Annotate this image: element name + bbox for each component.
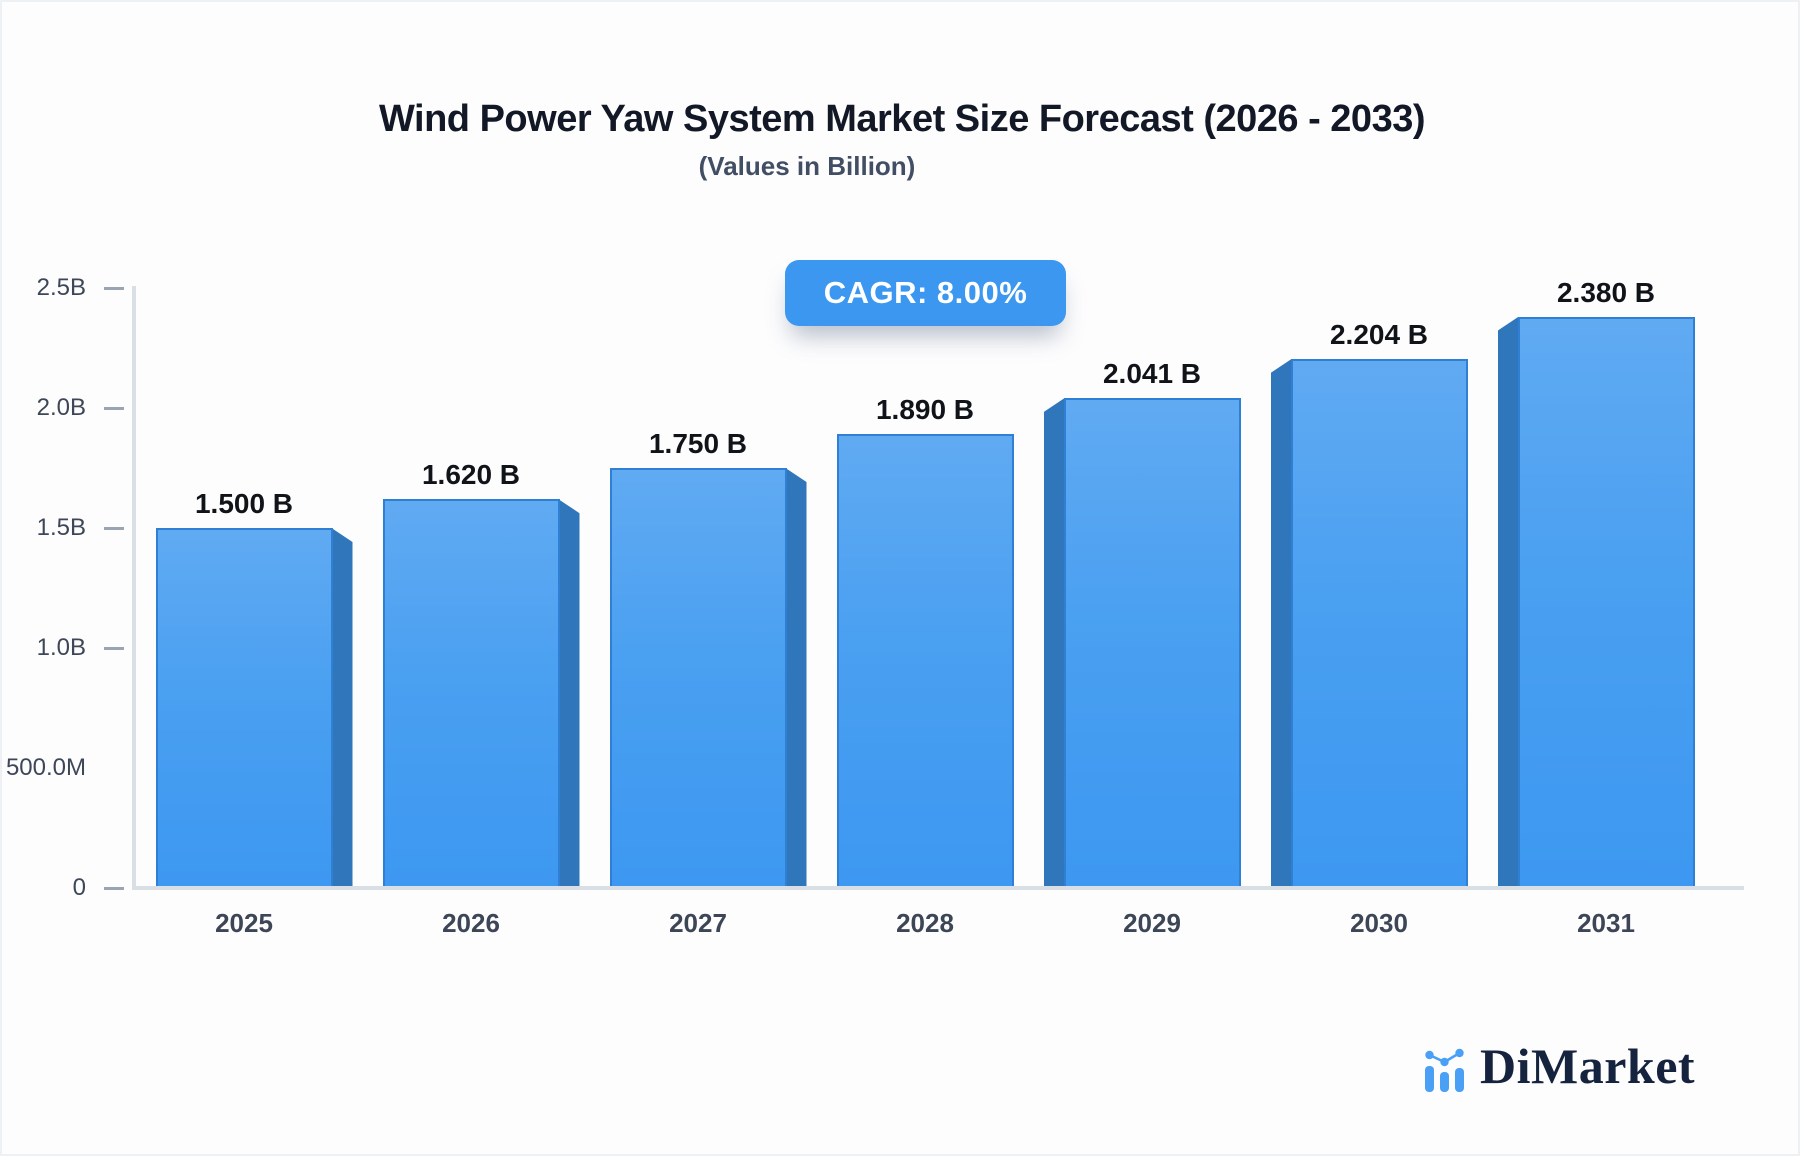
bar-2025[interactable] xyxy=(155,528,333,888)
bar-value-label: 1.750 B xyxy=(648,428,748,459)
bar-value-label: 1.620 B xyxy=(421,459,521,491)
chart-title: Wind Power Yaw System Market Size Foreca… xyxy=(379,98,1425,140)
x-axis-tick-label-2026: 2026 xyxy=(442,908,500,938)
bar-3d-side-2025 xyxy=(331,528,353,888)
y-axis-tick-mark xyxy=(104,886,124,890)
x-axis-tick-label-2025: 2025 xyxy=(215,908,273,938)
cagr-badge-label: CAGR: 8.00% xyxy=(823,275,1028,310)
y-axis-tick-label: 1.5B xyxy=(36,514,86,541)
x-axis-tick-label-2031: 2031 xyxy=(1577,908,1635,938)
bar-3d-side-2026 xyxy=(558,499,580,888)
bar-2027[interactable] xyxy=(609,468,787,888)
y-axis-tick-mark xyxy=(104,406,124,410)
x-axis-tick-label-2027: 2027 xyxy=(669,908,727,938)
x-axis-tick-label-2028: 2028 xyxy=(896,908,954,938)
bar-3d-side-2031 xyxy=(1497,316,1519,888)
y-axis-tick-label: 500.0M xyxy=(5,754,86,781)
y-axis-tick-label: 1.0B xyxy=(36,634,86,661)
x-axis-line xyxy=(132,886,1744,890)
bar-2029[interactable] xyxy=(1063,398,1241,888)
y-axis-tick-mark xyxy=(104,526,124,530)
x-axis-tick-label-2030: 2030 xyxy=(1350,908,1408,938)
bar-3d-side-2029 xyxy=(1043,398,1065,888)
bar-value-label: 1.500 B xyxy=(194,488,294,519)
bar-2028[interactable] xyxy=(836,434,1014,888)
bar-2030[interactable] xyxy=(1290,359,1468,888)
y-axis-tick-label: 2.0B xyxy=(36,394,86,421)
chart-subtitle: (Values in Billion) xyxy=(698,151,916,181)
logo-text: DiMarket xyxy=(1480,1038,1696,1094)
bar-value-label: 1.890 B xyxy=(875,394,975,426)
bar-value-label: 2.380 B xyxy=(1556,276,1656,308)
y-axis-tick-mark xyxy=(104,646,124,650)
x-axis-tick-label-2029: 2029 xyxy=(1123,908,1181,938)
bar-value-label: 2.041 B xyxy=(1102,358,1202,390)
y-axis-line xyxy=(132,286,136,890)
bar-2026[interactable] xyxy=(382,499,560,888)
bar-2031[interactable] xyxy=(1517,316,1695,888)
bar-3d-side-2027 xyxy=(785,468,807,888)
bar-value-label: 2.204 B xyxy=(1329,319,1429,351)
bar-3d-side-2030 xyxy=(1270,359,1292,888)
bar-line-chart-icon xyxy=(1425,1048,1464,1092)
y-axis-tick-mark xyxy=(104,286,124,290)
cagr-badge: CAGR: 8.00% xyxy=(785,260,1066,326)
dimarket-logo[interactable]: DiMarket xyxy=(1424,1040,1695,1092)
y-axis-tick-label: 0 xyxy=(72,874,86,901)
y-axis-tick-label: 2.5B xyxy=(36,274,86,301)
